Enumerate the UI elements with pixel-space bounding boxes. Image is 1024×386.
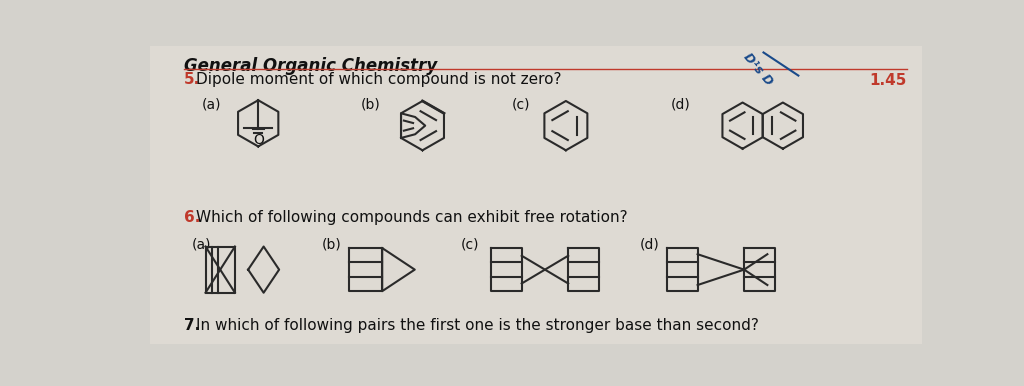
Text: (c): (c) [461,237,480,251]
Text: (a): (a) [191,237,211,251]
Text: (b): (b) [360,98,380,112]
Text: D¹s D: D¹s D [740,50,775,88]
Text: 6.: 6. [183,210,200,225]
Text: (d): (d) [640,237,659,251]
Text: 7.: 7. [183,318,200,333]
Text: (d): (d) [671,98,690,112]
Text: In which of following pairs the first one is the stronger base than second?: In which of following pairs the first on… [197,318,759,333]
Text: Dipole moment of which compound is not zero?: Dipole moment of which compound is not z… [197,72,562,87]
Text: Which of following compounds can exhibit free rotation?: Which of following compounds can exhibit… [197,210,628,225]
FancyBboxPatch shape [150,46,922,344]
Text: (a): (a) [202,98,221,112]
Text: 5.: 5. [183,72,200,87]
Text: (c): (c) [512,98,530,112]
Text: 1.45: 1.45 [869,73,907,88]
Text: O: O [253,133,263,147]
Text: General Organic Chemistry: General Organic Chemistry [183,57,437,75]
Text: (b): (b) [322,237,341,251]
